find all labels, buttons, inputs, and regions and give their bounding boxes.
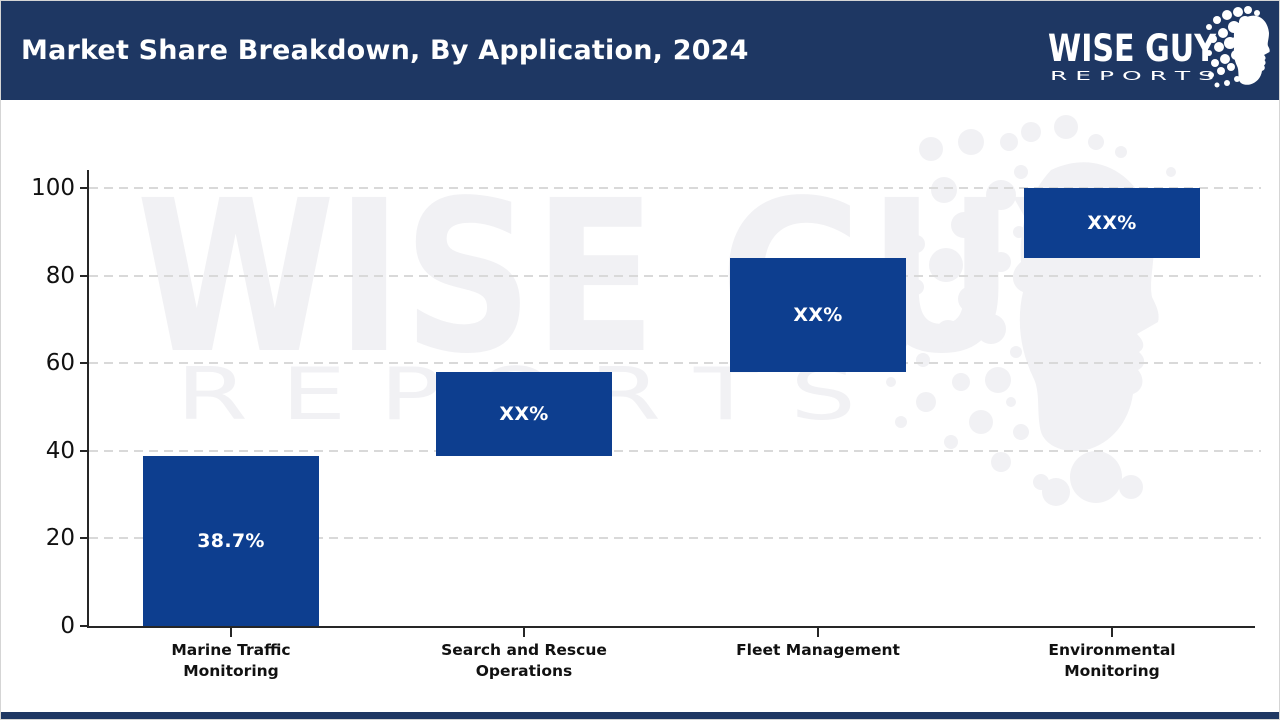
bar-value-label: XX% — [793, 304, 843, 327]
x-axis-label-line: Monitoring — [183, 662, 279, 680]
bar: XX% — [436, 371, 612, 457]
y-gridline — [89, 362, 1261, 365]
logo-wordmark: WISE GUY — [1048, 27, 1217, 70]
watermark-wordmark: WISE GUY — [136, 155, 1149, 400]
bar-value-label: XX% — [1087, 212, 1137, 235]
x-axis-tick — [230, 628, 232, 637]
logo-subtitle: R E P O R T S — [1050, 68, 1214, 83]
y-axis-tick-label: 100 — [31, 175, 75, 201]
y-axis-tick — [80, 625, 89, 627]
y-axis-tick-label: 60 — [45, 350, 75, 377]
y-axis-tick-label: 40 — [45, 437, 75, 464]
wiseguy-logo: WISE GUY R E P O R T S — [1048, 6, 1270, 88]
y-gridline — [89, 187, 1261, 189]
x-axis-category-label: Marine Traffic Monitoring — [111, 640, 351, 682]
y-gridline — [89, 537, 1261, 540]
x-axis-label-line: Monitoring — [1064, 662, 1160, 680]
bar-value-label: XX% — [499, 403, 549, 426]
header-bar: Market Share Breakdown, By Application, … — [1, 1, 1279, 100]
y-gridline — [89, 449, 1261, 452]
y-gridline — [89, 274, 1261, 277]
bar-value-label: 38.7% — [197, 530, 265, 553]
bar: XX% — [730, 258, 906, 372]
y-axis-tick — [80, 449, 89, 452]
x-axis-tick — [523, 628, 525, 637]
y-axis-tick-label: 0 — [60, 613, 75, 639]
y-axis-tick — [80, 537, 89, 540]
y-axis-line — [87, 170, 89, 628]
x-axis-tick — [1111, 628, 1113, 637]
x-axis-label-line: Search and Rescue — [441, 641, 607, 659]
x-axis-tick — [817, 628, 819, 637]
x-axis-label-line: Operations — [475, 662, 573, 680]
footer-bar — [1, 712, 1279, 719]
x-axis-line — [87, 626, 1255, 628]
x-axis-label-line: Environmental — [1048, 641, 1176, 659]
x-axis-category-label: Search and Rescue Operations — [404, 640, 644, 682]
x-axis-label-line: Fleet Management — [736, 641, 900, 659]
y-axis-tick — [80, 362, 89, 365]
x-axis-label-line: Marine Traffic — [171, 641, 291, 659]
x-axis-category-label: Environmental Monitoring — [992, 640, 1232, 682]
y-axis-tick-label: 80 — [45, 262, 75, 289]
bar: XX% — [1024, 188, 1200, 259]
bar: 38.7% — [143, 456, 319, 626]
x-axis-category-label: Fleet Management — [698, 640, 938, 661]
y-axis-tick — [80, 274, 89, 277]
page-title: Market Share Breakdown, By Application, … — [21, 35, 749, 66]
y-axis-tick — [80, 187, 89, 189]
logo-dots-head-icon — [1206, 6, 1270, 88]
y-axis-tick-label: 20 — [45, 525, 75, 552]
